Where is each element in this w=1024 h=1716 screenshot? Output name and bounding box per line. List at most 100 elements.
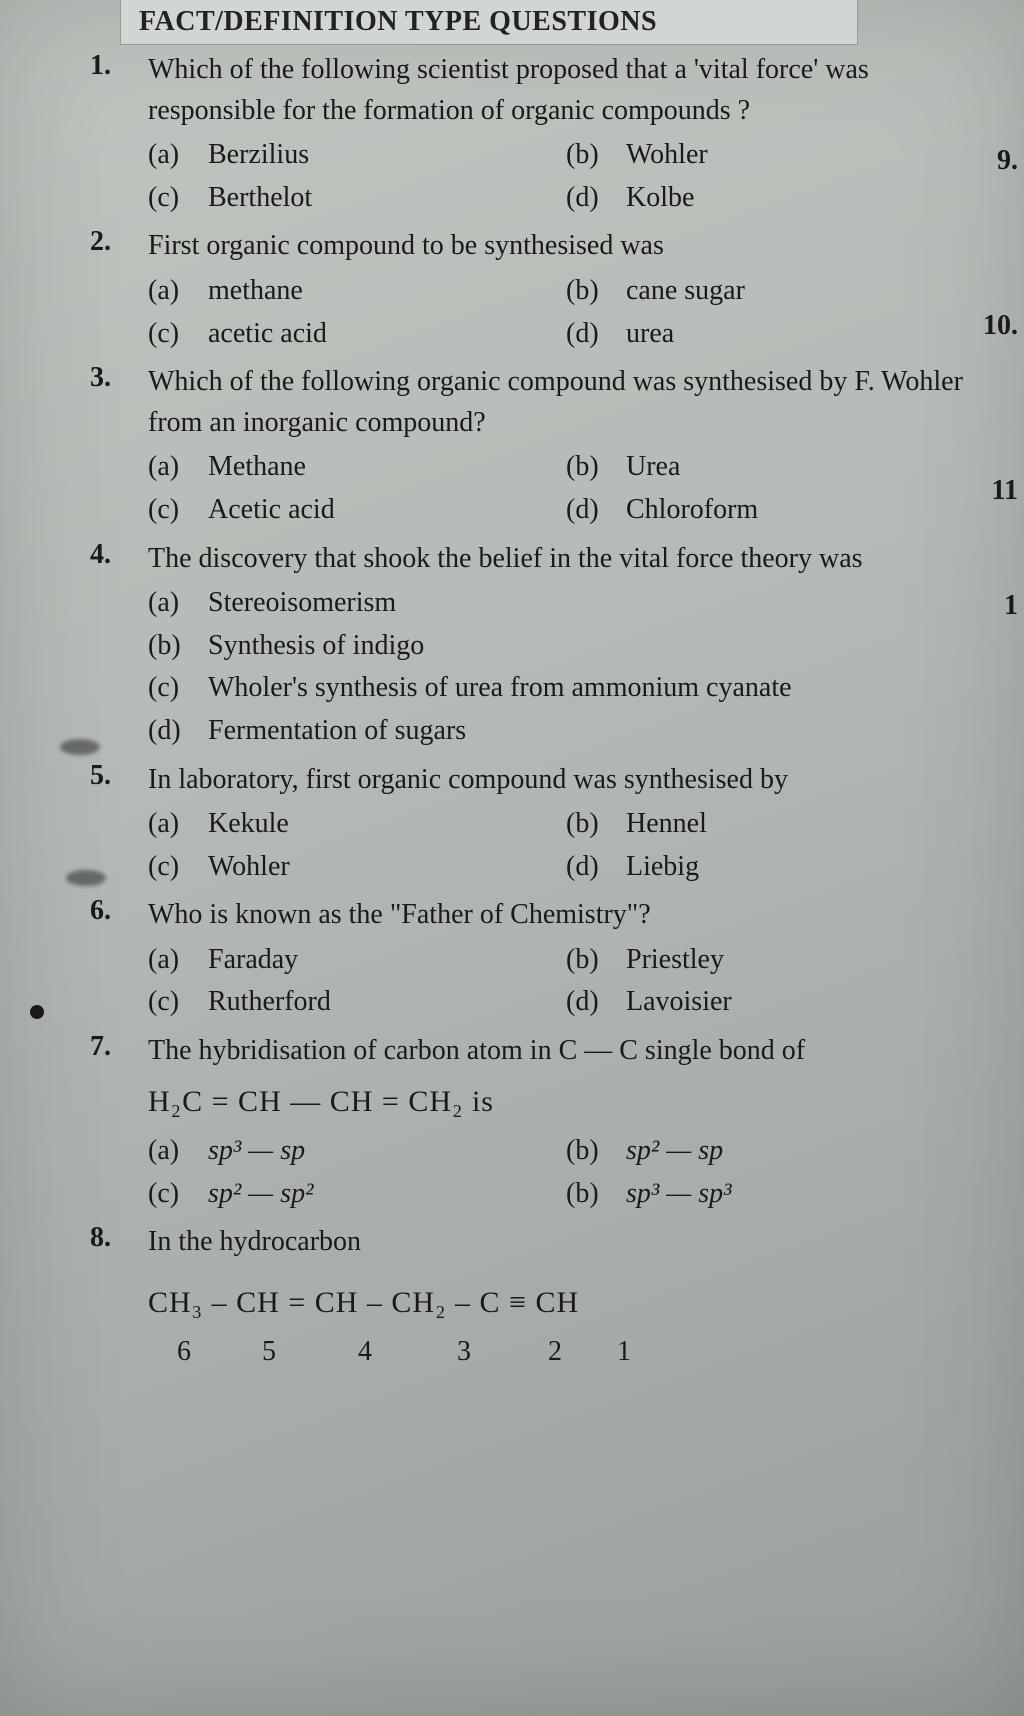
option-label: (a): [148, 804, 208, 845]
option-label: (a): [148, 583, 208, 624]
option-label: (d): [566, 178, 626, 219]
option-text: sp² — sp²: [208, 1174, 566, 1215]
option-label: (a): [148, 1131, 208, 1172]
option-label: (b): [566, 271, 626, 312]
option-label: (d): [566, 490, 626, 531]
question-number: 1.: [90, 50, 148, 220]
option-text: Rutherford: [208, 982, 566, 1023]
carbon-index: 1: [594, 1332, 654, 1373]
side-number: 9.: [997, 145, 1018, 177]
option-label: (d): [566, 847, 626, 888]
option: (c)sp² — sp²: [148, 1174, 566, 1215]
option: (a)Berzilius: [148, 135, 566, 176]
option-text: Methane: [208, 447, 566, 488]
question-number: 4.: [90, 539, 148, 754]
question: 6. Who is known as the "Father of Chemis…: [90, 895, 1024, 1025]
question-body: The hybridisation of carbon atom in C — …: [148, 1031, 1024, 1216]
question-number: 3.: [90, 362, 148, 532]
carbon-index: 6: [148, 1332, 220, 1373]
bullet-dot: [30, 1005, 44, 1019]
option-label: (c): [148, 668, 208, 709]
content-area: 9. 10. 11 1 1. Which of the following sc…: [90, 50, 1024, 1379]
option-text: Wholer's synthesis of urea from ammonium…: [208, 668, 984, 709]
option-text: sp³ — sp³: [626, 1174, 984, 1215]
option-text: Faraday: [208, 940, 566, 981]
option: (a)methane: [148, 271, 566, 312]
option-text: Liebig: [626, 847, 984, 888]
question-text: Which of the following organic compound …: [148, 362, 984, 443]
option-label: (a): [148, 135, 208, 176]
option-text: Wohler: [626, 135, 984, 176]
question-body: Who is known as the "Father of Chemistry…: [148, 895, 1024, 1025]
option-text: Berzilius: [208, 135, 566, 176]
question-body: Which of the following organic compound …: [148, 362, 1024, 532]
option-text: sp² — sp: [626, 1131, 984, 1172]
option: (b)Synthesis of indigo: [148, 626, 984, 667]
option-label: (a): [148, 447, 208, 488]
option-text: Kolbe: [626, 178, 984, 219]
side-number: 11: [992, 475, 1018, 507]
smudge-mark: [60, 739, 100, 755]
option: (b)cane sugar: [566, 271, 984, 312]
option-text: Wohler: [208, 847, 566, 888]
formula: H₂C = CH — CH = CH₂ is: [148, 1080, 984, 1124]
option-label: (b): [566, 135, 626, 176]
option: (b)Wohler: [566, 135, 984, 176]
option: (b)Urea: [566, 447, 984, 488]
question-number: 6.: [90, 895, 148, 1025]
option: (d)Chloroform: [566, 490, 984, 531]
option: (c)Berthelot: [148, 178, 566, 219]
options: (a)sp³ — sp (b)sp² — sp (c)sp² — sp² (b)…: [148, 1131, 984, 1216]
option: (b)sp³ — sp³: [566, 1174, 984, 1215]
carbon-index: 5: [220, 1332, 318, 1373]
option-text: Priestley: [626, 940, 984, 981]
option-text: Urea: [626, 447, 984, 488]
option-label: (c): [148, 1174, 208, 1215]
option: (d)Fermentation of sugars: [148, 711, 984, 752]
option-label: (b): [566, 447, 626, 488]
option-label: (b): [566, 940, 626, 981]
question: 1. Which of the following scientist prop…: [90, 50, 1024, 220]
option-text: Berthelot: [208, 178, 566, 219]
option: (d)Liebig: [566, 847, 984, 888]
option-label: (c): [148, 314, 208, 355]
carbon-index: 2: [516, 1332, 594, 1373]
formula: CH₃ – CH = CH – CH₂ – C ≡ CH: [148, 1281, 984, 1325]
option-label: (b): [566, 804, 626, 845]
option: (c)Wholer's synthesis of urea from ammon…: [148, 668, 984, 709]
option-text: cane sugar: [626, 271, 984, 312]
option-text: Stereoisomerism: [208, 583, 984, 624]
question: 8. In the hydrocarbon CH₃ – CH = CH – CH…: [90, 1222, 1024, 1373]
option-label: (c): [148, 982, 208, 1023]
option: (b)Hennel: [566, 804, 984, 845]
option-label: (b): [148, 626, 208, 667]
option: (d)urea: [566, 314, 984, 355]
question-number: 5.: [90, 760, 148, 890]
question-number: 2.: [90, 226, 148, 356]
options: (a)Berzilius (b)Wohler (c)Berthelot (d)K…: [148, 135, 984, 220]
option-label: (c): [148, 490, 208, 531]
options: (a)methane (b)cane sugar (c)acetic acid …: [148, 271, 984, 356]
option: (c)Wohler: [148, 847, 566, 888]
question: 2. First organic compound to be synthesi…: [90, 226, 1024, 356]
option-text: Fermentation of sugars: [208, 711, 984, 752]
option-text: sp³ — sp: [208, 1131, 566, 1172]
option-label: (b): [566, 1174, 626, 1215]
option: (d)Kolbe: [566, 178, 984, 219]
question-body: The discovery that shook the belief in t…: [148, 539, 1024, 754]
options: (a)Kekule (b)Hennel (c)Wohler (d)Liebig: [148, 804, 984, 889]
option: (d)Lavoisier: [566, 982, 984, 1023]
option-label: (a): [148, 271, 208, 312]
option-text: Lavoisier: [626, 982, 984, 1023]
question-body: First organic compound to be synthesised…: [148, 226, 1024, 356]
carbon-index: 3: [412, 1332, 516, 1373]
option: (b)Priestley: [566, 940, 984, 981]
option-label: (a): [148, 940, 208, 981]
page: FACT/DEFINITION TYPE QUESTIONS 9. 10. 11…: [0, 0, 1024, 1716]
question-number: 7.: [90, 1031, 148, 1216]
formula-numbers: 6 5 4 3 2 1: [148, 1332, 984, 1373]
question-text: The discovery that shook the belief in t…: [148, 539, 984, 580]
option: (c)Rutherford: [148, 982, 566, 1023]
question-text: In laboratory, first organic compound wa…: [148, 760, 984, 801]
option-label: (c): [148, 178, 208, 219]
